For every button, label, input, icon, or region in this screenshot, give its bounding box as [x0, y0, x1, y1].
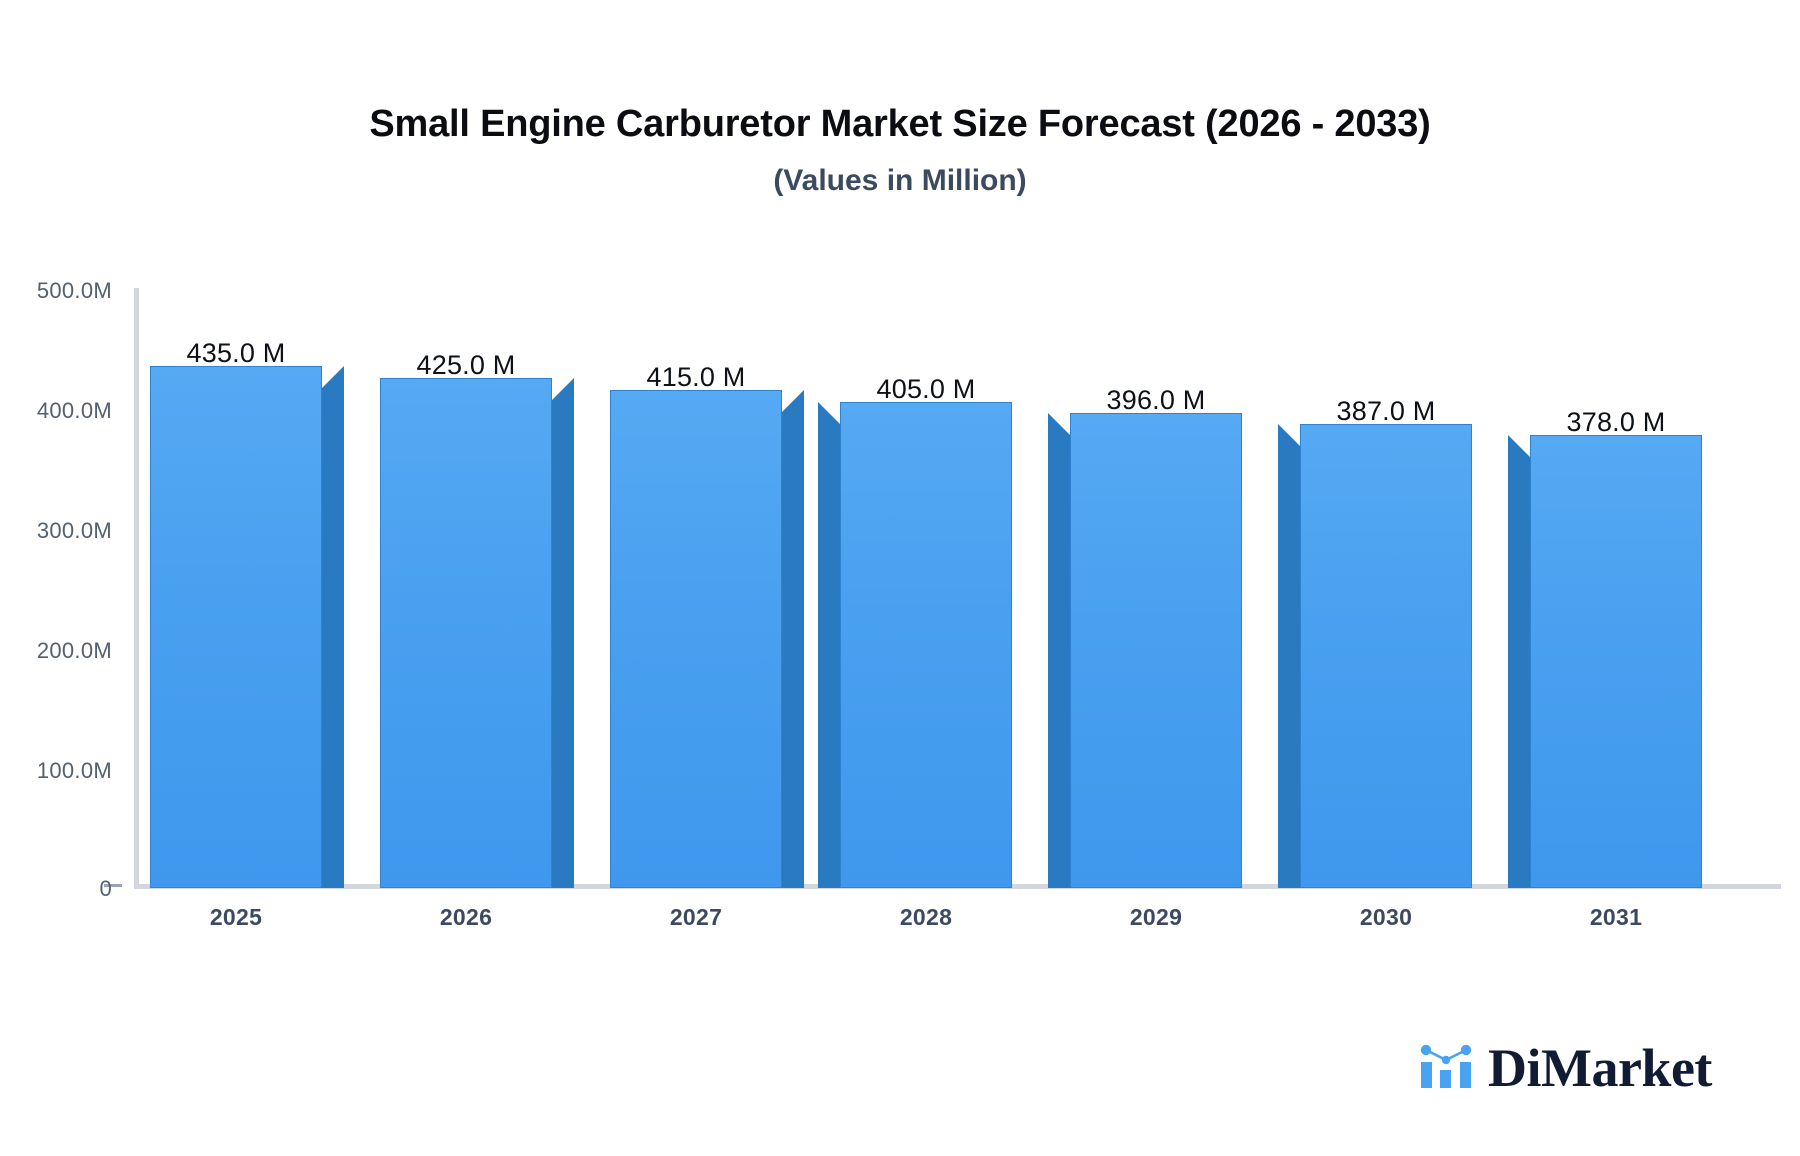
- bar-face-2031[interactable]: [1530, 435, 1702, 888]
- bar-value-2030: 387.0 M: [1336, 396, 1436, 426]
- x-tick-label-2030: 2030: [1359, 904, 1413, 930]
- bar-face-2028[interactable]: [840, 402, 1012, 888]
- bar-face-2026[interactable]: [380, 378, 552, 888]
- x-tick-label-2028: 2028: [899, 904, 953, 930]
- bar-side-face-2031: [1508, 457, 1530, 888]
- bar-side-face-2028: [818, 424, 840, 888]
- bar-side-face-2030: [1278, 446, 1300, 888]
- bar-bevel-2029: [1048, 413, 1070, 435]
- x-tick-label-2031: 2031: [1589, 904, 1643, 930]
- y-tick-label-200: 200.0M: [36, 638, 112, 663]
- bar-bevel-2030: [1278, 424, 1300, 446]
- chart-subtitle: (Values in Million): [773, 163, 1027, 197]
- bar-face-2025[interactable]: [150, 366, 322, 888]
- bar-bevel-2025: [322, 366, 344, 388]
- x-tick-label-2027: 2027: [669, 904, 723, 930]
- bar-side-face-2026: [552, 400, 574, 888]
- bar-bevel-2026: [552, 378, 574, 400]
- y-tick-label-100: 100.0M: [36, 758, 112, 783]
- y-tick-label-0: 0: [99, 876, 112, 901]
- bar-face-2029[interactable]: [1070, 413, 1242, 888]
- logo-wordmark: DiMarket: [1488, 1037, 1712, 1098]
- x-tick-label-2026: 2026: [439, 904, 493, 930]
- bar-value-2026: 425.0 M: [416, 350, 516, 380]
- x-tick-label-2029: 2029: [1129, 904, 1183, 930]
- y-axis-zero-tick: [104, 884, 122, 887]
- x-tick-label-2025: 2025: [209, 904, 263, 930]
- chart-title: Small Engine Carburetor Market Size Fore…: [369, 103, 1431, 145]
- bar-bevel-2027: [782, 390, 804, 412]
- bar-side-face-2029: [1048, 435, 1070, 888]
- bar-face-2027[interactable]: [610, 390, 782, 888]
- y-tick-label-500: 500.0M: [36, 278, 112, 303]
- bar-bevel-2031: [1508, 435, 1530, 457]
- bar-bevel-2028: [818, 402, 840, 424]
- y-axis-line: [134, 288, 139, 886]
- bar-face-2030[interactable]: [1300, 424, 1472, 888]
- bar-value-2025: 435.0 M: [186, 338, 286, 368]
- chart-header: Small Engine Carburetor Market Size Fore…: [0, 103, 1800, 197]
- bar-value-2028: 405.0 M: [876, 374, 976, 404]
- bar-value-2027: 415.0 M: [646, 362, 746, 392]
- y-tick-label-300: 300.0M: [36, 518, 112, 543]
- y-tick-label-400: 400.0M: [36, 398, 112, 423]
- bar-value-2029: 396.0 M: [1106, 385, 1206, 415]
- bar-side-face-2025: [322, 388, 344, 888]
- bar-chart-line-icon: [1418, 1040, 1474, 1095]
- bar-value-2031: 378.0 M: [1566, 407, 1666, 437]
- bar-side-face-2027: [782, 412, 804, 888]
- dimarket-logo: DiMarket: [1418, 1040, 1712, 1095]
